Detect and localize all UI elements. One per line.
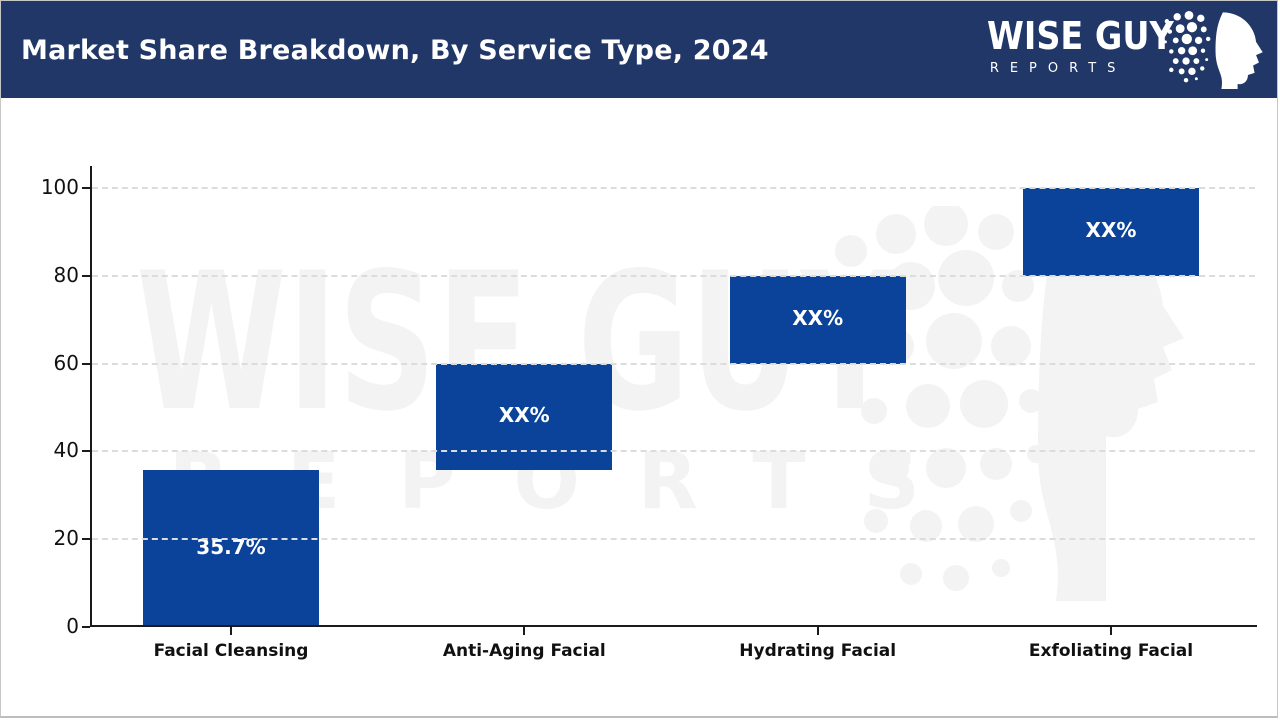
y-tick-mark-80 — [82, 274, 90, 277]
y-axis-line — [90, 166, 92, 627]
gridline-100 — [92, 187, 1255, 189]
y-tick-mark-100 — [82, 187, 90, 189]
x-tick-label-exfoliating-facial: Exfoliating Facial — [1028, 641, 1194, 661]
y-tick-label-60: 60 — [53, 350, 79, 375]
x-tick-label-hydrating-facial: Hydrating Facial — [739, 641, 897, 661]
bar-value-label-anti-aging-facial: XX% — [498, 402, 550, 427]
y-tick-label-100: 100 — [40, 175, 79, 199]
bar-exfoliating-facial — [1023, 188, 1199, 276]
y-tick-mark-20 — [82, 538, 90, 541]
bar-hydrating-facial — [729, 275, 906, 364]
y-tick-label-80: 80 — [53, 262, 79, 287]
y-tick-label-20: 20 — [53, 526, 79, 551]
x-tick-mark-hydrating-facial — [816, 627, 819, 635]
y-tick-label-0: 0 — [66, 614, 79, 638]
chart-plot-area: 0 20 40 60 80 100 35.7% Facial Cleansing XX% Anti… — [1, 98, 1277, 716]
gridline-60 — [92, 362, 1255, 365]
header-bar: Market Share Breakdown, By Service Type,… — [1, 1, 1277, 98]
watermark-head-profile-dots-icon — [835, 206, 1184, 601]
x-tick-label-anti-aging-facial: Anti-Aging Facial — [442, 641, 606, 661]
head-profile-dots-icon — [1163, 10, 1263, 90]
gridline-40 — [92, 450, 1255, 453]
gridline-80 — [92, 274, 1255, 277]
x-tick-mark-exfoliating-facial — [1110, 627, 1112, 635]
brand-logo-subtext: REPORTS — [989, 61, 1127, 76]
y-tick-mark-60 — [82, 362, 90, 365]
bar-facial-cleansing — [143, 470, 319, 627]
x-axis-line — [90, 625, 1257, 627]
bar-value-label-hydrating-facial: XX% — [792, 305, 844, 330]
y-tick-mark-0 — [82, 626, 90, 628]
brand-logo: WISE GUY REPORTS — [987, 17, 1199, 76]
x-tick-label-facial-cleansing: Facial Cleansing — [153, 641, 309, 661]
y-tick-mark-40 — [82, 450, 90, 453]
gridline-20 — [92, 538, 1255, 541]
x-tick-mark-anti-aging-facial — [523, 627, 526, 635]
x-tick-mark-facial-cleansing — [230, 627, 232, 635]
bar-value-label-exfoliating-facial: XX% — [1085, 217, 1137, 242]
brand-logo-text: WISE GUY — [986, 14, 1174, 58]
bar-anti-aging-facial — [436, 363, 613, 471]
page-title: Market Share Breakdown, By Service Type,… — [21, 35, 769, 66]
y-tick-label-40: 40 — [53, 438, 79, 463]
